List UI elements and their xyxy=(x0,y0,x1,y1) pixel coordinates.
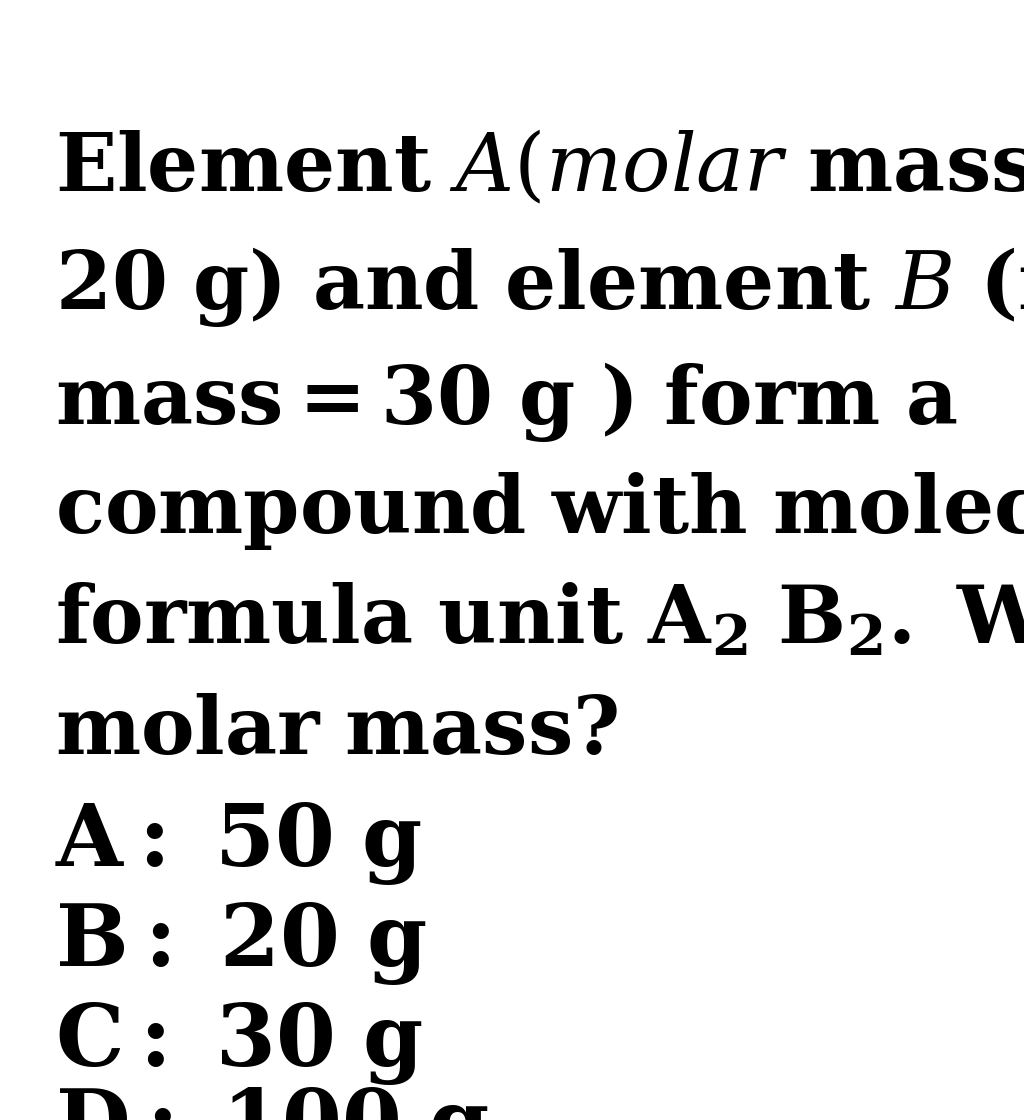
Text: $\mathbf{compound\ with\ molecular}$: $\mathbf{compound\ with\ molecular}$ xyxy=(55,470,1024,552)
Text: $\mathbf{C:\ 30\ g}$: $\mathbf{C:\ 30\ g}$ xyxy=(55,1000,423,1088)
Text: $\mathbf{molar\ mass?}$: $\mathbf{molar\ mass?}$ xyxy=(55,693,618,771)
Text: $\mathbf{20\ g)\ and\ element}\ \mathit{B}\ \mathbf{(molar}$: $\mathbf{20\ g)\ and\ element}\ \mathit{… xyxy=(55,245,1024,329)
Text: $\mathbf{A:\ 50\ g}$: $\mathbf{A:\ 50\ g}$ xyxy=(55,800,422,887)
Text: $\mathbf{Element}\ \mathit{A(molar}\ \mathbf{mass =}$: $\mathbf{Element}\ \mathit{A(molar}\ \ma… xyxy=(55,130,1024,208)
Text: $\mathbf{D:\ 100\ g}$: $\mathbf{D:\ 100\ g}$ xyxy=(55,1085,488,1120)
Text: $\mathbf{mass = 30\ g\ )\ form\ a}$: $\mathbf{mass = 30\ g\ )\ form\ a}$ xyxy=(55,360,957,444)
Text: $\mathbf{formula\ unit\ A_2\ B_2.\ What\ is\ its}$: $\mathbf{formula\ unit\ A_2\ B_2.\ What\… xyxy=(55,582,1024,660)
Text: $\mathbf{B:\ 20\ g}$: $\mathbf{B:\ 20\ g}$ xyxy=(55,900,427,987)
